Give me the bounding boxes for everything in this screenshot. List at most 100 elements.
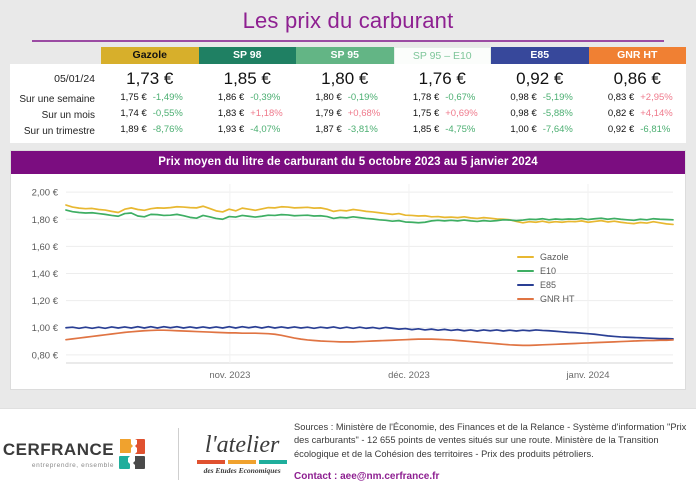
fuel-column-body: 1,85 € 1,86 € -0,39% 1,83 € +1,18% 1,93 € -4,0…: [198, 64, 297, 143]
past-price-value: 1,83 €: [217, 108, 245, 119]
table-row: 0,83 € +2,95%: [589, 90, 687, 106]
current-price: 1,85 €: [223, 69, 271, 88]
fuel-header-label: SP 98: [198, 47, 296, 64]
atelier-bars-icon: [197, 460, 288, 464]
chart-svg: 2,00 € 1,80 € 1,60 € 1,40 € 1,20 € 1,00 € 0,80…: [32, 184, 674, 381]
reference-date: 05/01/24: [54, 73, 95, 85]
title-divider: [32, 40, 664, 42]
table-row: 1,83 € +1,18%: [199, 106, 297, 122]
fuel-header-label: E85: [491, 47, 589, 64]
past-price-value: 1,87 €: [315, 124, 342, 135]
fuel-column-body: 1,76 € 1,78 € -0,67% 1,75 € +0,69% 1,85 € -4,7…: [393, 64, 492, 143]
legend-label: Gazole: [540, 252, 569, 262]
past-price-value: 1,80 €: [315, 92, 342, 103]
chart-line-gazole: [65, 204, 674, 226]
cerfrance-name: CERFRANCE: [2, 439, 115, 459]
atelier-name: l'atelier: [204, 432, 280, 458]
row-label-quarter: Sur un trimestre: [23, 126, 95, 137]
current-price: 0,86 €: [613, 69, 661, 88]
table-row: 1,89 € -8,76%: [101, 122, 199, 138]
legend-item[interactable]: GNR HT: [517, 292, 575, 306]
table-row: 1,87 € -3,81%: [296, 122, 394, 138]
past-price-value: 1,89 €: [120, 124, 147, 135]
current-price: 1,76 €: [418, 69, 466, 88]
cerfrance-mark-icon: [119, 439, 146, 469]
table-row: 1,79 € +0,68%: [296, 106, 394, 122]
legend-label: GNR HT: [540, 294, 575, 304]
fuel-column-sp-98: SP 98 1,85 € 1,86 € -0,39% 1,83 € +1,18% 1,93 …: [198, 47, 297, 143]
y-axis-tick-label: 1,20 €: [32, 296, 59, 307]
table-row: 1,75 € +0,69%: [394, 106, 492, 122]
current-price: 0,92 €: [516, 69, 564, 88]
logo-divider: [178, 428, 180, 480]
past-price-value: 0,92 €: [607, 124, 635, 135]
legend-item[interactable]: E85: [517, 278, 575, 292]
table-row: 0,92 € -6,81%: [589, 122, 687, 138]
label-header-spacer: [10, 47, 101, 64]
fuel-column-sp-95: SP 95 1,80 € 1,80 € -0,19% 1,79 € +0,68% 1,87 …: [296, 47, 394, 143]
logo-group: CERFRANCE entreprendre, ensemble l'ateli…: [0, 409, 290, 498]
variation-percent: -7,64%: [542, 124, 573, 135]
past-price-value: 1,78 €: [412, 92, 440, 103]
label-column-body: 05/01/24 Sur une semaine Sur un mois Sur…: [10, 64, 101, 143]
table-row: 1,78 € -0,67%: [394, 90, 492, 106]
y-axis-tick-label: 2,00 €: [32, 188, 59, 199]
table-row: 0,98 € -5,88%: [491, 106, 589, 122]
past-price-value: 1,00 €: [510, 124, 537, 135]
row-label-month: Sur un mois: [41, 110, 95, 121]
variation-percent: -5,19%: [542, 92, 573, 103]
fuel-column-body: 1,73 € 1,75 € -1,49% 1,74 € -0,55% 1,89 € -8,7…: [101, 64, 199, 143]
atelier-tagline: des Etudes Economiques: [203, 466, 281, 475]
legend-label: E10: [540, 266, 557, 276]
cerfrance-tagline: entreprendre, ensemble: [31, 461, 115, 469]
price-chart-card: Prix moyen du litre de carburant du 5 oc…: [10, 150, 686, 390]
y-axis-tick-label: 1,40 €: [32, 269, 59, 280]
chart-line-e85: [65, 325, 674, 340]
price-summary-table: 05/01/24 Sur une semaine Sur un mois Sur…: [10, 47, 686, 143]
variation-percent: -1,49%: [152, 92, 183, 103]
variation-percent: -3,81%: [347, 124, 378, 135]
fuel-header-label: Gazole: [101, 47, 199, 64]
past-price-value: 0,83 €: [607, 92, 635, 103]
table-row: 1,86 € -0,39%: [199, 90, 297, 106]
variation-percent: +4,14%: [640, 108, 673, 119]
fuel-column-gnr-ht: GNR HT 0,86 € 0,83 € +2,95% 0,82 € +4,14% 0,92…: [588, 47, 687, 143]
y-axis-tick-label: 1,80 €: [32, 215, 59, 226]
fuel-header-label: GNR HT: [588, 47, 686, 64]
variation-percent: -5,88%: [542, 108, 573, 119]
fuel-column-body: 0,92 € 0,98 € -5,19% 0,98 € -5,88% 1,00 € -7,6…: [491, 64, 589, 143]
x-axis-tick-label: janv. 2024: [565, 370, 609, 381]
legend-item[interactable]: Gazole: [517, 250, 575, 264]
chart-legend: Gazole E10 E85 GNR HT: [517, 250, 575, 306]
x-axis-tick-label: nov. 2023: [209, 370, 250, 381]
table-row: 1,85 € -4,75%: [394, 122, 492, 138]
atelier-logo: l'atelier des Etudes Economiques: [197, 432, 288, 475]
legend-label: E85: [540, 280, 557, 290]
chart-plot-area: 2,00 € 1,80 € 1,60 € 1,40 € 1,20 € 1,00 € 0,80…: [11, 174, 685, 389]
sources-block: Sources : Ministère de l'Économie, des F…: [290, 409, 696, 485]
legend-swatch-icon: [517, 256, 534, 258]
legend-swatch-icon: [517, 298, 534, 300]
x-axis-tick-label: déc. 2023: [388, 370, 430, 381]
variation-percent: +1,18%: [250, 108, 283, 119]
y-axis-tick-label: 1,60 €: [32, 242, 59, 253]
fuel-column-body: 1,80 € 1,80 € -0,19% 1,79 € +0,68% 1,87 € -3,8…: [296, 64, 394, 143]
fuel-column-body: 0,86 € 0,83 € +2,95% 0,82 € +4,14% 0,92 € -6,8…: [588, 64, 687, 143]
variation-percent: -6,81%: [640, 124, 671, 135]
legend-swatch-icon: [517, 284, 534, 286]
contact-text[interactable]: Contact : aee@nm.cerfrance.fr: [294, 471, 440, 483]
row-label-week: Sur une semaine: [19, 94, 95, 105]
current-price: 1,80 €: [321, 69, 369, 88]
variation-percent: -0,19%: [347, 92, 378, 103]
table-row: 1,00 € -7,64%: [491, 122, 589, 138]
footer: CERFRANCE entreprendre, ensemble l'ateli…: [0, 408, 696, 498]
page-title: Les prix du carburant: [242, 8, 454, 33]
legend-item[interactable]: E10: [517, 264, 575, 278]
chart-line-e10: [65, 209, 674, 224]
fuel-header-label: SP 95: [296, 47, 394, 64]
variation-percent: +2,95%: [640, 92, 673, 103]
past-price-value: 1,79 €: [315, 108, 342, 119]
table-row: 1,80 € -0,19%: [296, 90, 394, 106]
current-price: 1,73 €: [126, 69, 174, 88]
